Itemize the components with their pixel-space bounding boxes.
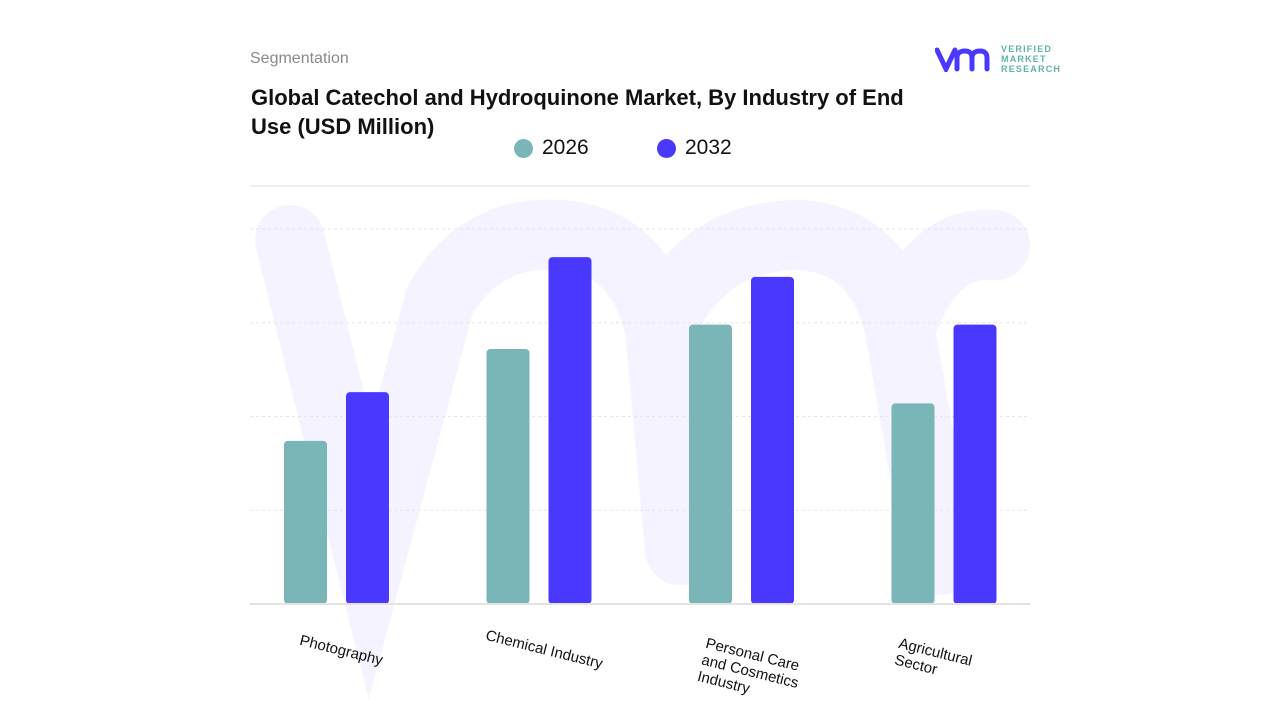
bar-2026-agricultural-sector bbox=[891, 403, 935, 604]
legend-swatch-2032 bbox=[657, 138, 676, 158]
logo-line-2: MARKET bbox=[1001, 54, 1047, 64]
bar-2026-chemical-industry bbox=[486, 349, 530, 604]
logo-line-1: VERIFIED bbox=[1001, 44, 1053, 54]
bar-2026-personal-care-and-cosmetics-industry bbox=[689, 324, 732, 604]
chart-title: Global Catechol and Hydroquinone Market,… bbox=[251, 85, 904, 139]
legend-swatch-2026 bbox=[514, 138, 533, 158]
vmr-logo: VERIFIED MARKET RESEARCH bbox=[935, 44, 1061, 74]
bar-2032-agricultural-sector bbox=[953, 324, 997, 604]
logo-line-3: RESEARCH bbox=[1001, 64, 1062, 74]
logo-text: VERIFIED MARKET RESEARCH bbox=[1001, 44, 1061, 74]
bar-2026-photography bbox=[284, 440, 327, 604]
watermark bbox=[255, 199, 1030, 700]
bar-2032-chemical-industry bbox=[548, 257, 592, 604]
section-label: Segmentation bbox=[250, 50, 349, 67]
vmr-logo-mark-icon bbox=[935, 47, 990, 72]
bar-2032-photography bbox=[346, 392, 389, 604]
legend-label-2032: 2032 bbox=[685, 136, 732, 159]
bar-2032-personal-care-and-cosmetics-industry bbox=[751, 276, 794, 604]
legend-item-2032: 2032 bbox=[657, 136, 732, 160]
legend-label-2026: 2026 bbox=[542, 136, 589, 159]
legend-item-2026: 2026 bbox=[514, 136, 589, 160]
